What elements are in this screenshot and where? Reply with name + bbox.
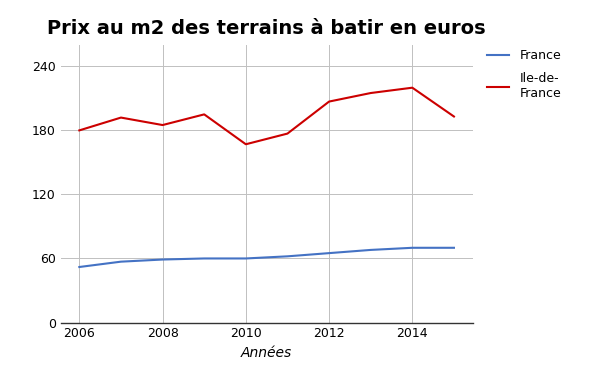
Ile-de-
France xyxy=(201,112,208,117)
Ile-de-
France xyxy=(367,91,375,95)
France xyxy=(325,251,333,255)
Ile-de-
France xyxy=(242,142,250,147)
France xyxy=(284,254,291,259)
Ile-de-
France xyxy=(408,86,416,90)
Title: Prix au m2 des terrains à batir en euros: Prix au m2 des terrains à batir en euros xyxy=(47,19,486,38)
X-axis label: Années: Années xyxy=(241,346,292,360)
Legend: France, Ile-de-
France: France, Ile-de- France xyxy=(483,46,565,104)
France xyxy=(242,256,250,261)
Ile-de-
France xyxy=(76,128,83,133)
Ile-de-
France xyxy=(159,123,166,127)
Line: France: France xyxy=(79,248,454,267)
France xyxy=(367,248,375,252)
France xyxy=(159,257,166,262)
France xyxy=(118,260,125,264)
Ile-de-
France xyxy=(118,116,125,120)
Line: Ile-de-
France: Ile-de- France xyxy=(79,88,454,144)
France xyxy=(201,256,208,261)
Ile-de-
France xyxy=(325,99,333,104)
France xyxy=(408,246,416,250)
France xyxy=(450,246,458,250)
France xyxy=(76,265,83,269)
Ile-de-
France xyxy=(284,131,291,136)
Ile-de-
France xyxy=(450,114,458,119)
